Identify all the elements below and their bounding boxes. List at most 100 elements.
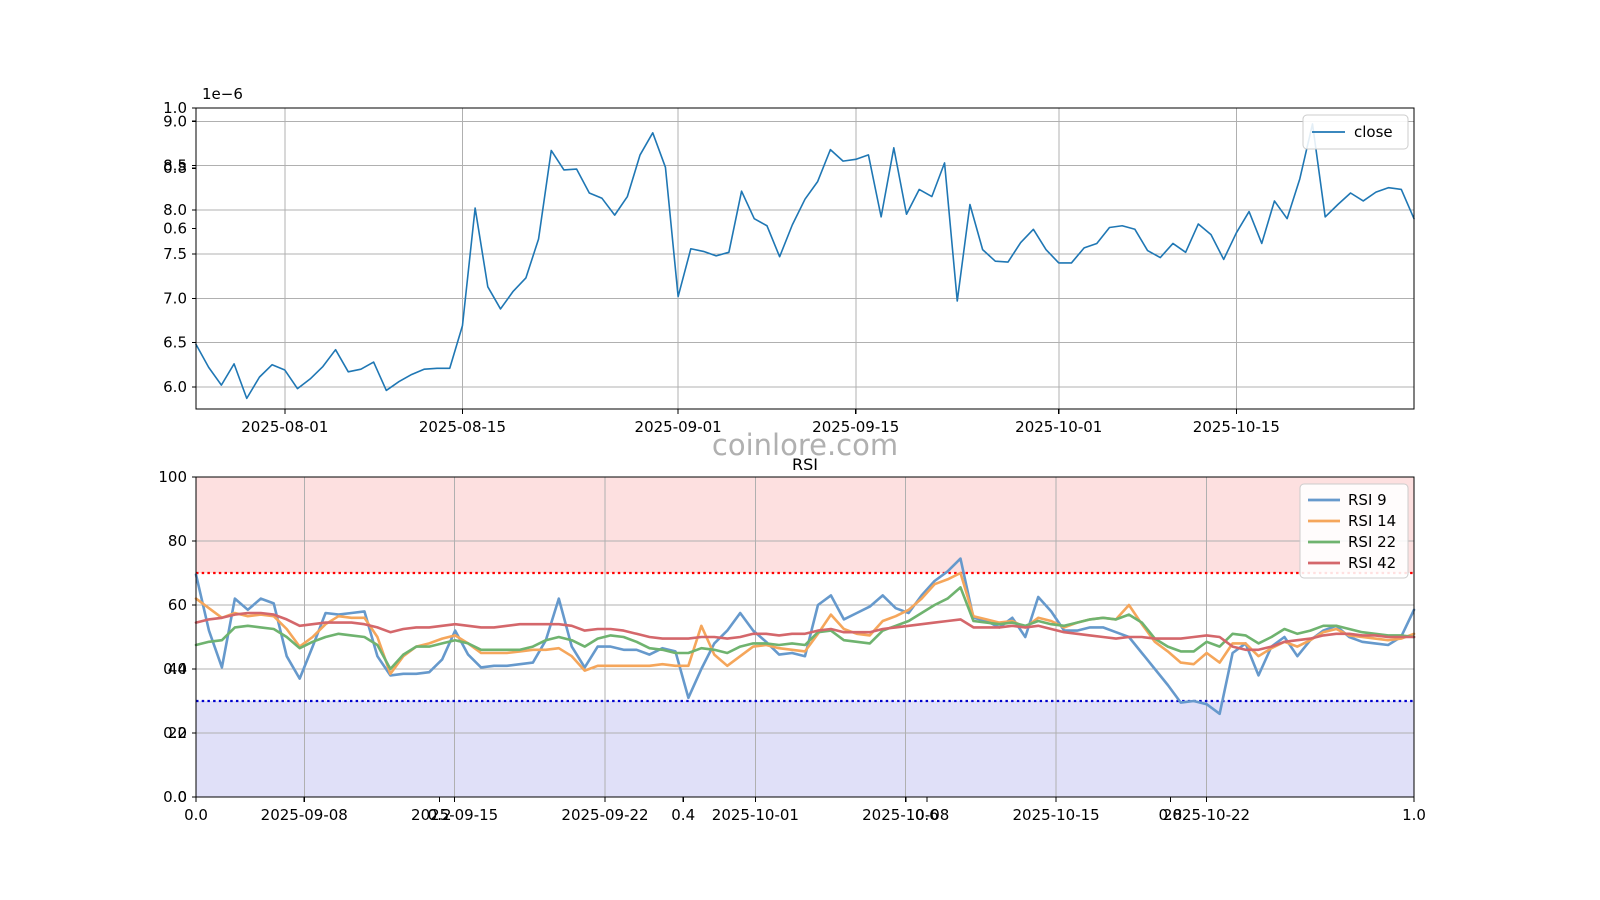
rsi-x-tick-secondary: 1.0 — [1402, 797, 1426, 824]
svg-text:0.0: 0.0 — [184, 806, 208, 824]
svg-text:1.0: 1.0 — [163, 99, 187, 117]
rsi-legend[interactable]: RSI 9 RSI 14 RSI 22 RSI 42 — [1299, 483, 1409, 579]
price-series-group — [195, 123, 1415, 400]
svg-text:100: 100 — [158, 468, 187, 486]
watermark-label: coinlore.com — [712, 428, 898, 462]
rsi-y-tick: 80 — [168, 532, 196, 550]
price-legend[interactable]: close — [1302, 114, 1409, 150]
svg-text:40: 40 — [168, 660, 187, 678]
rsi-x-tick: 2025-10-08 — [862, 797, 949, 824]
svg-text:0.4: 0.4 — [163, 660, 187, 678]
svg-text:8.0: 8.0 — [163, 201, 187, 219]
rsi-axes-spines — [195, 476, 1415, 798]
svg-text:20: 20 — [168, 724, 187, 742]
price-y-tick: 7.0 — [163, 289, 196, 307]
price-series-close — [195, 123, 1415, 400]
price-x-tick: 2025-10-01 — [1015, 409, 1102, 436]
svg-text:2025-10-15: 2025-10-15 — [1193, 418, 1280, 436]
rsi-series-RSI-42 — [194, 611, 1416, 652]
price-axes-spines — [195, 107, 1415, 410]
price-x-tick: 2025-10-15 — [1193, 409, 1280, 436]
svg-text:0.4: 0.4 — [671, 806, 695, 824]
svg-text:2025-09-15: 2025-09-15 — [411, 806, 498, 824]
rsi-x-tick-secondary: 0.0 — [184, 797, 208, 824]
rsi-x-axis-secondary-labels: 0.0 0.2 0.4 0.6 0.8 1.0 — [184, 797, 1426, 824]
price-y-axis-labels: 6.0 6.5 7.0 7.5 8.0 8.5 9.0 — [163, 112, 196, 396]
price-y-tick-secondary: 0.6 — [163, 219, 196, 237]
rsi-y-tick: 60 — [168, 596, 196, 614]
rsi-legend-item[interactable]: RSI 22 — [1308, 533, 1396, 551]
rsi-legend-box — [1299, 483, 1409, 579]
price-y-tick: 8.0 — [163, 201, 196, 219]
svg-text:2025-08-01: 2025-08-01 — [241, 418, 328, 436]
svg-text:0.6: 0.6 — [163, 219, 187, 237]
legend-label-RSI-14: RSI 14 — [1348, 512, 1396, 530]
price-y-tick: 7.5 — [163, 245, 196, 263]
rsi-y-tick-secondary: 0.4 — [163, 660, 196, 678]
svg-text:0.2: 0.2 — [163, 724, 187, 742]
price-x-tick: 2025-09-01 — [635, 409, 722, 436]
svg-text:2025-08-15: 2025-08-15 — [419, 418, 506, 436]
svg-text:0.6: 0.6 — [915, 806, 939, 824]
price-y-tick: 6.0 — [163, 378, 196, 396]
rsi-panel-title: RSI — [792, 455, 818, 474]
rsi-y-tick-secondary: 0.0 — [163, 788, 196, 806]
svg-text:9.0: 9.0 — [163, 112, 187, 130]
svg-text:0.8: 0.8 — [1158, 806, 1182, 824]
svg-text:8.5: 8.5 — [163, 157, 187, 175]
rsi-series-RSI-9 — [194, 557, 1416, 716]
price-legend-item[interactable]: close — [1312, 123, 1393, 141]
svg-text:60: 60 — [168, 596, 187, 614]
price-gridlines — [196, 108, 1414, 409]
rsi-series-RSI-14 — [194, 571, 1416, 676]
price-y-tick-secondary: 1.0 — [163, 99, 196, 117]
svg-text:2025-09-22: 2025-09-22 — [561, 806, 648, 824]
svg-text:1.0: 1.0 — [1402, 806, 1426, 824]
rsi-series-group — [194, 557, 1416, 716]
svg-text:2025-10-22: 2025-10-22 — [1163, 806, 1250, 824]
svg-text:6.0: 6.0 — [163, 378, 187, 396]
rsi-y-axis-secondary-labels: 0.0 0.2 0.4 — [163, 660, 196, 806]
svg-text:2025-10-01: 2025-10-01 — [1015, 418, 1102, 436]
svg-text:6.5: 6.5 — [163, 334, 187, 352]
legend-label-close: close — [1354, 123, 1393, 141]
price-y-axis-secondary-labels: 0.6 0.8 1.0 — [163, 99, 196, 237]
rsi-x-axis-labels: 2025-09-08 2025-09-15 2025-09-22 2025-10-01… — [261, 797, 1250, 824]
svg-text:0.0: 0.0 — [163, 788, 187, 806]
rsi-y-tick-secondary: 0.2 — [163, 724, 196, 742]
rsi-x-tick: 2025-10-15 — [1013, 797, 1100, 824]
svg-text:2025-10-15: 2025-10-15 — [1013, 806, 1100, 824]
price-x-tick: 2025-09-15 — [812, 409, 899, 436]
rsi-legend-item[interactable]: RSI 42 — [1308, 554, 1396, 572]
svg-text:2025-09-15: 2025-09-15 — [812, 418, 899, 436]
price-y-tick: 9.0 — [163, 112, 196, 130]
svg-text:0.2: 0.2 — [428, 806, 452, 824]
rsi-legend-item[interactable]: RSI 9 — [1308, 491, 1387, 509]
rsi-x-tick-secondary: 0.6 — [915, 797, 939, 824]
rsi-gridlines — [196, 477, 1414, 797]
svg-text:0.8: 0.8 — [163, 159, 187, 177]
rsi-x-tick: 2025-09-15 — [411, 797, 498, 824]
svg-text:80: 80 — [168, 532, 187, 550]
price-legend-box — [1302, 114, 1409, 150]
rsi-threshold-bands — [196, 477, 1414, 797]
rsi-legend-item[interactable]: RSI 14 — [1308, 512, 1396, 530]
rsi-x-tick: 2025-09-08 — [261, 797, 348, 824]
price-chart-panel: 6.0 6.5 7.0 7.5 8.0 8.5 9.0 0.6 0.8 1.0 2025-08-… — [163, 85, 1415, 436]
svg-text:2025-10-01: 2025-10-01 — [712, 806, 799, 824]
price-x-tick: 2025-08-15 — [419, 409, 506, 436]
price-y-tick: 6.5 — [163, 334, 196, 352]
svg-text:2025-09-08: 2025-09-08 — [261, 806, 348, 824]
svg-text:2025-09-01: 2025-09-01 — [635, 418, 722, 436]
rsi-x-tick: 2025-10-01 — [712, 797, 799, 824]
svg-text:2025-10-08: 2025-10-08 — [862, 806, 949, 824]
price-y-tick: 8.5 — [163, 157, 196, 175]
legend-label-RSI-22: RSI 22 — [1348, 533, 1396, 551]
rsi-x-tick-secondary: 0.4 — [671, 797, 695, 824]
legend-label-RSI-42: RSI 42 — [1348, 554, 1396, 572]
rsi-x-tick-secondary: 0.8 — [1158, 797, 1182, 824]
price-plot-background — [196, 108, 1414, 409]
